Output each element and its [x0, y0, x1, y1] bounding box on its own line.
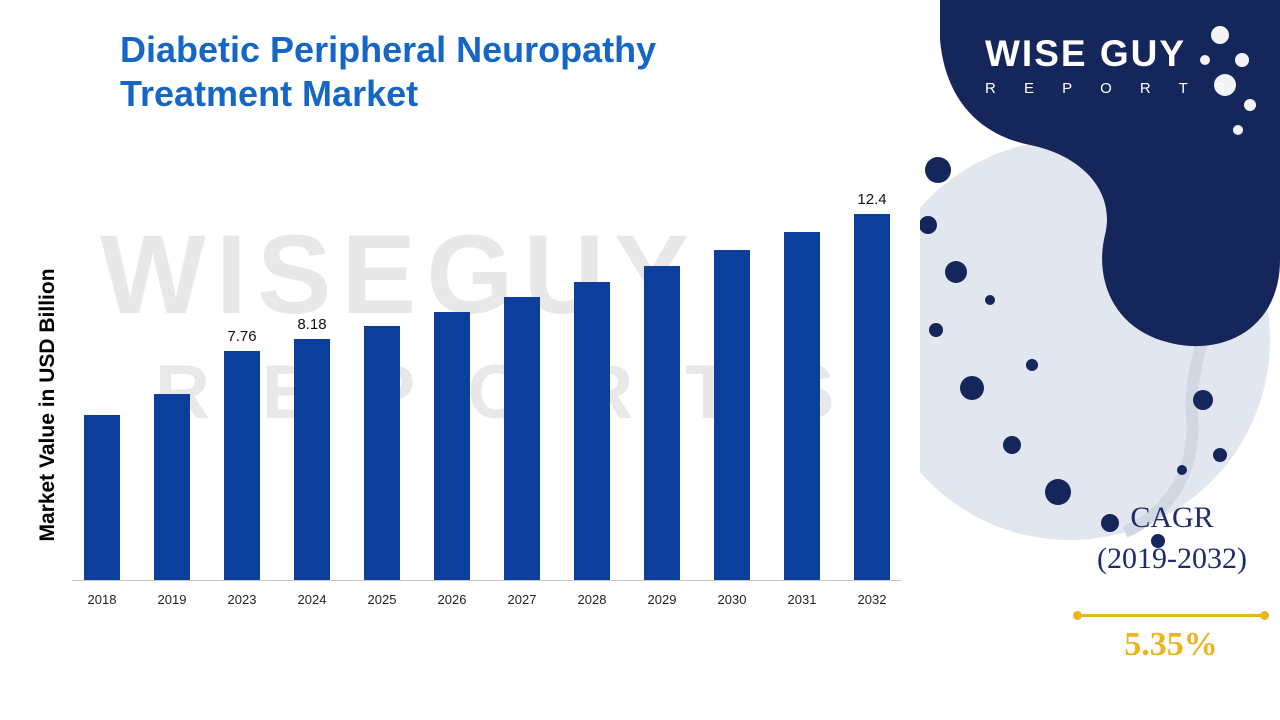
bar-2018: [84, 415, 120, 580]
title-line-2: Treatment Market: [120, 72, 419, 114]
cagr-block: CAGR (2019-2032): [1074, 498, 1270, 579]
x-tick-label: 2019: [157, 592, 187, 607]
bar-2025: [364, 326, 400, 580]
logo-wordmark: WISE GUY: [985, 33, 1187, 74]
x-tick-label: 2027: [507, 592, 537, 607]
gold-divider: [1073, 611, 1269, 620]
wiseguy-logo: WISE GUY R E P O R T S: [985, 33, 1238, 97]
logo-subtitle: R E P O R T S: [985, 80, 1238, 97]
bar-value-label: 8.18: [297, 316, 327, 333]
x-axis-line: [72, 580, 902, 581]
bar-chart: 2018 2019 7.76 2023 8.18 2024 2025 2026 2027 2028…: [72, 150, 902, 608]
bar-group-2018: 2018: [72, 392, 132, 608]
bar-2028: [574, 282, 610, 580]
x-tick-label: 2026: [437, 592, 467, 607]
cagr-label: CAGR: [1130, 501, 1214, 534]
navy-header-shape: [940, 0, 1280, 347]
bar-2032: [854, 214, 890, 580]
divider-left-dot: [1073, 611, 1082, 620]
bar-2031: [784, 232, 820, 580]
bar-value-label: 12.4: [857, 191, 887, 208]
cagr-range: (2019-2032): [1097, 541, 1247, 575]
brand-panel-graphic: [920, 0, 1280, 548]
bar-group-2030: 2030: [702, 227, 762, 608]
bar-2023: [224, 351, 260, 580]
bar-group-2019: 2019: [142, 371, 202, 608]
bar-value-label: 7.76: [227, 328, 257, 345]
bar-group-2029: 2029: [632, 243, 692, 608]
bar-2027: [504, 297, 540, 580]
bar-group-2028: 2028: [562, 259, 622, 608]
bar-group-2027: 2027: [492, 274, 552, 608]
bar-group-2023: 7.76 2023: [212, 328, 272, 608]
bar-group-2024: 8.18 2024: [282, 316, 342, 608]
chart-title: Diabetic Peripheral Neuropathy Treatment…: [120, 28, 656, 116]
x-tick-label: 2029: [647, 592, 677, 607]
bar-2029: [644, 266, 680, 580]
x-tick-label: 2023: [227, 592, 257, 607]
title-line-1: Diabetic Peripheral Neuropathy: [120, 29, 657, 70]
x-tick-label: 2031: [787, 592, 817, 607]
divider-right-dot: [1260, 611, 1269, 620]
x-tick-label: 2030: [717, 592, 747, 607]
bar-group-2025: 2025: [352, 303, 412, 608]
cagr-value: 5.35%: [1124, 626, 1218, 663]
x-tick-label: 2025: [367, 592, 397, 607]
x-tick-label: 2018: [87, 592, 117, 607]
dot-pattern: [920, 157, 1227, 548]
logo-face-dots: [1200, 26, 1256, 135]
bar-2030: [714, 250, 750, 580]
y-axis-label: Market Value in USD Billion: [36, 268, 59, 542]
bar-group-2031: 2031: [772, 209, 832, 608]
x-tick-label: 2024: [297, 592, 327, 607]
bar-group-2032: 12.4 2032: [842, 191, 902, 608]
bar-2024: [294, 339, 330, 580]
x-tick-label: 2028: [577, 592, 607, 607]
x-tick-label: 2032: [857, 592, 887, 607]
bar-group-2026: 2026: [422, 289, 482, 608]
bar-2026: [434, 312, 470, 580]
bar-2019: [154, 394, 190, 580]
